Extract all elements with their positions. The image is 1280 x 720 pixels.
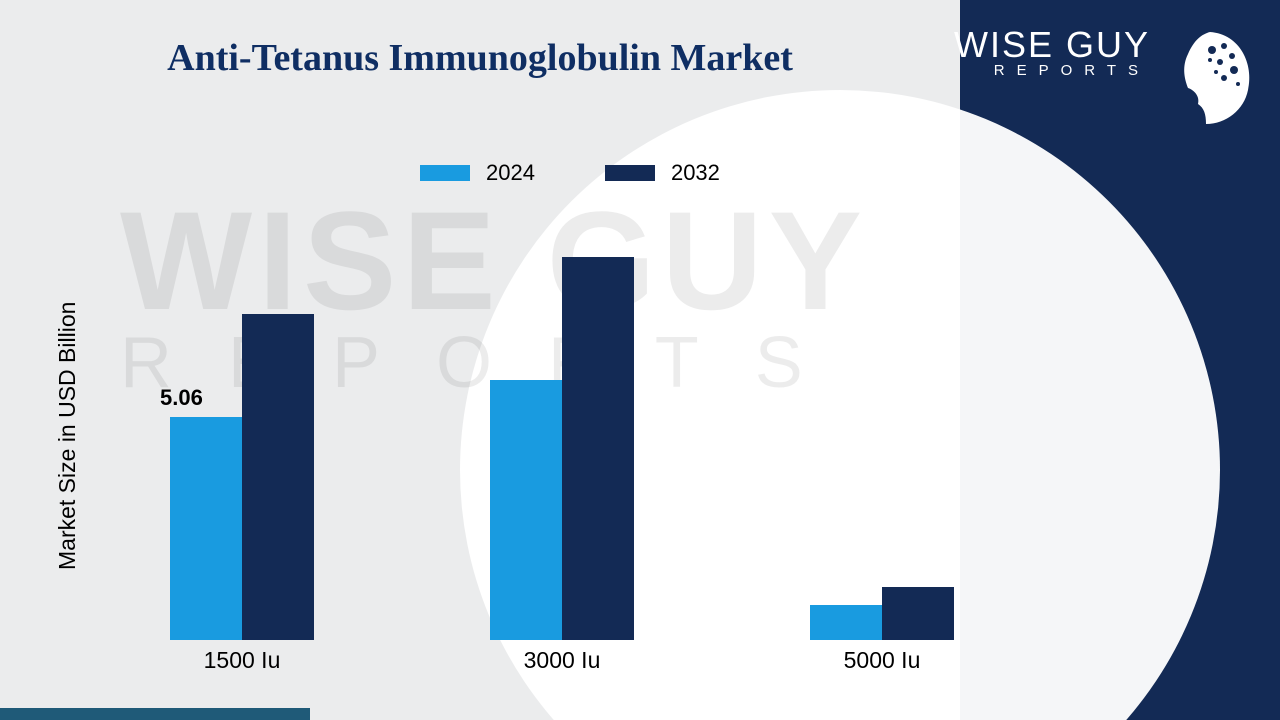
bar bbox=[562, 257, 634, 640]
x-tick-label: 1500 Iu bbox=[152, 647, 332, 674]
footer-accent-bar bbox=[0, 708, 310, 720]
logo-head-icon bbox=[1150, 24, 1260, 134]
bar bbox=[170, 417, 242, 640]
legend-item-2032: 2032 bbox=[605, 160, 720, 186]
y-axis-label: Market Size in USD Billion bbox=[54, 302, 81, 570]
bar-value-label: 5.06 bbox=[160, 385, 203, 411]
plot-area: 5.061500 Iu3000 Iu5000 Iu bbox=[110, 200, 1010, 640]
legend: 2024 2032 bbox=[420, 160, 720, 186]
brand-logo: WISE GUY REPORTS bbox=[954, 24, 1150, 79]
x-tick-label: 5000 Iu bbox=[792, 647, 972, 674]
legend-swatch-2024 bbox=[420, 165, 470, 181]
chart-title: Anti-Tetanus Immunoglobulin Market bbox=[50, 36, 910, 80]
bar bbox=[882, 587, 954, 640]
logo-line1: WISE GUY bbox=[954, 24, 1150, 66]
x-tick-label: 3000 Iu bbox=[472, 647, 652, 674]
canvas: WISE GUY REPORTS Anti-Tetanus Immunoglob… bbox=[0, 0, 1280, 720]
legend-label-2024: 2024 bbox=[486, 160, 535, 186]
legend-swatch-2032 bbox=[605, 165, 655, 181]
bar bbox=[810, 605, 882, 640]
legend-item-2024: 2024 bbox=[420, 160, 535, 186]
bar bbox=[242, 314, 314, 640]
legend-label-2032: 2032 bbox=[671, 160, 720, 186]
bar bbox=[490, 380, 562, 640]
